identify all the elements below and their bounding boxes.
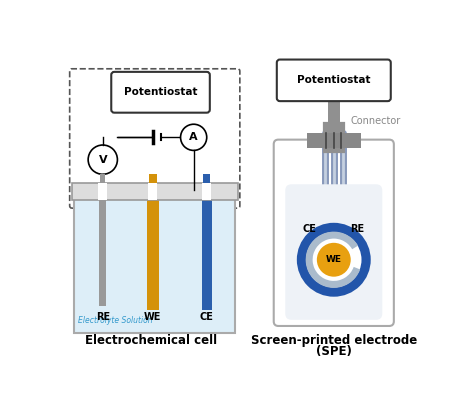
Text: V: V xyxy=(99,155,107,165)
FancyBboxPatch shape xyxy=(70,69,240,208)
Text: Potentiostat: Potentiostat xyxy=(124,87,197,97)
Text: Screen-printed electrode: Screen-printed electrode xyxy=(251,334,417,348)
FancyBboxPatch shape xyxy=(273,140,394,326)
Bar xyxy=(100,200,106,306)
Bar xyxy=(328,98,340,142)
Bar xyxy=(148,183,157,200)
Circle shape xyxy=(314,240,354,280)
Text: CE: CE xyxy=(302,224,316,234)
Text: Electrochemical cell: Electrochemical cell xyxy=(85,334,218,347)
Text: CE: CE xyxy=(200,312,214,322)
Text: Electrolyte Solution: Electrolyte Solution xyxy=(78,316,153,325)
Text: RE: RE xyxy=(350,224,364,234)
Circle shape xyxy=(88,145,118,174)
Bar xyxy=(203,174,210,183)
Circle shape xyxy=(317,243,351,277)
Text: RE: RE xyxy=(96,312,110,322)
FancyBboxPatch shape xyxy=(111,72,210,113)
Bar xyxy=(98,183,108,200)
Text: WE: WE xyxy=(144,312,162,322)
Text: WE: WE xyxy=(326,255,342,264)
Bar xyxy=(100,174,105,183)
Bar xyxy=(202,200,212,310)
FancyBboxPatch shape xyxy=(277,60,391,101)
Text: Potentiostat: Potentiostat xyxy=(297,75,371,85)
Circle shape xyxy=(181,124,207,150)
Text: (SPE): (SPE) xyxy=(316,345,352,358)
Bar xyxy=(202,183,211,200)
Text: Connector: Connector xyxy=(351,116,401,126)
Bar xyxy=(74,198,235,333)
Circle shape xyxy=(297,223,371,297)
Bar xyxy=(146,200,159,310)
FancyBboxPatch shape xyxy=(285,184,383,320)
Circle shape xyxy=(306,232,362,288)
Text: A: A xyxy=(189,132,198,142)
Bar xyxy=(148,174,157,183)
Bar xyxy=(72,183,237,200)
Bar xyxy=(307,133,361,148)
